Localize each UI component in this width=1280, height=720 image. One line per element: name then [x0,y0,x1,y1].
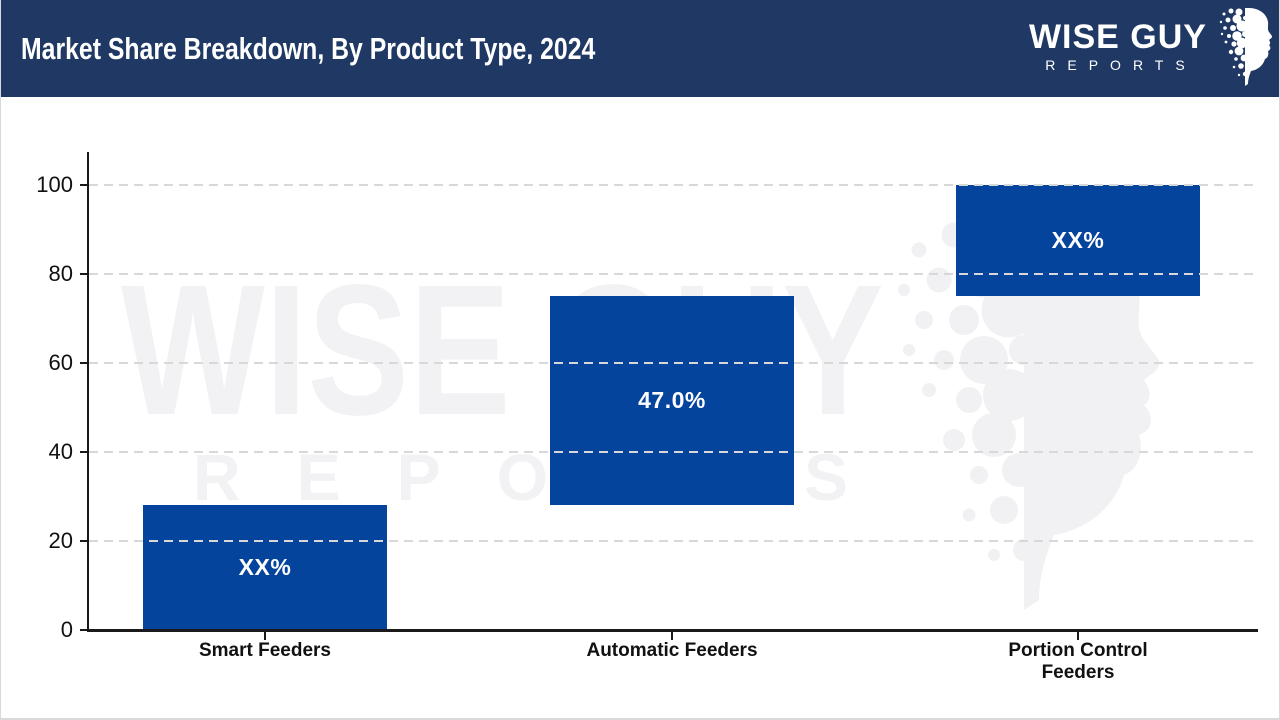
y-tick [80,540,88,542]
y-tick-label: 100 [36,172,73,197]
x-label-portion-control-feeders: Portion Control Feeders [1008,640,1148,683]
y-tick-label: 20 [48,528,73,553]
bar-automatic-feeders: 47.0% [550,296,794,506]
x-tick [671,632,673,640]
y-tick [80,451,88,453]
header-bar: Market Share Breakdown, By Product Type,… [1,0,1279,97]
y-tick-label: 80 [48,261,73,286]
x-label-automatic-feeders: Automatic Feeders [586,640,758,661]
bar-portion-control-feeders: XX% [956,185,1200,297]
gridline-40 [89,451,1258,453]
bar-value-label: XX% [238,554,292,581]
logo-subtitle: REPORTS [1045,57,1197,73]
y-tick-label: 60 [48,350,73,375]
y-tick-label: 40 [48,439,73,464]
gridline-20 [89,540,1258,542]
logo-dotted-head-icon [1219,8,1273,86]
page-title: Market Share Breakdown, By Product Type,… [21,30,596,66]
x-label-smart-feeders: Smart Feeders [198,640,331,661]
x-axis-line [87,629,1258,632]
y-tick [80,362,88,364]
gridline-100 [89,184,1258,186]
x-tick [264,632,266,640]
y-tick [80,273,88,275]
logo-wordmark: WISE GUY [1028,18,1207,56]
gridline-80 [89,273,1258,275]
bar-smart-feeders: XX% [143,505,387,630]
x-tick [1077,632,1079,640]
y-axis-line [87,152,89,631]
bar-value-label: XX% [1051,227,1105,254]
y-tick-label: 0 [60,617,73,642]
bar-value-label: 47.0% [638,387,706,414]
gridline-60 [89,362,1258,364]
y-tick [80,184,88,186]
logo-text: WISE GUY REPORTS [1029,19,1207,73]
y-tick [80,629,88,631]
wise-guy-reports-logo: WISE GUY REPORTS [1029,6,1273,86]
watermark-reports: REPORTS [193,440,905,514]
